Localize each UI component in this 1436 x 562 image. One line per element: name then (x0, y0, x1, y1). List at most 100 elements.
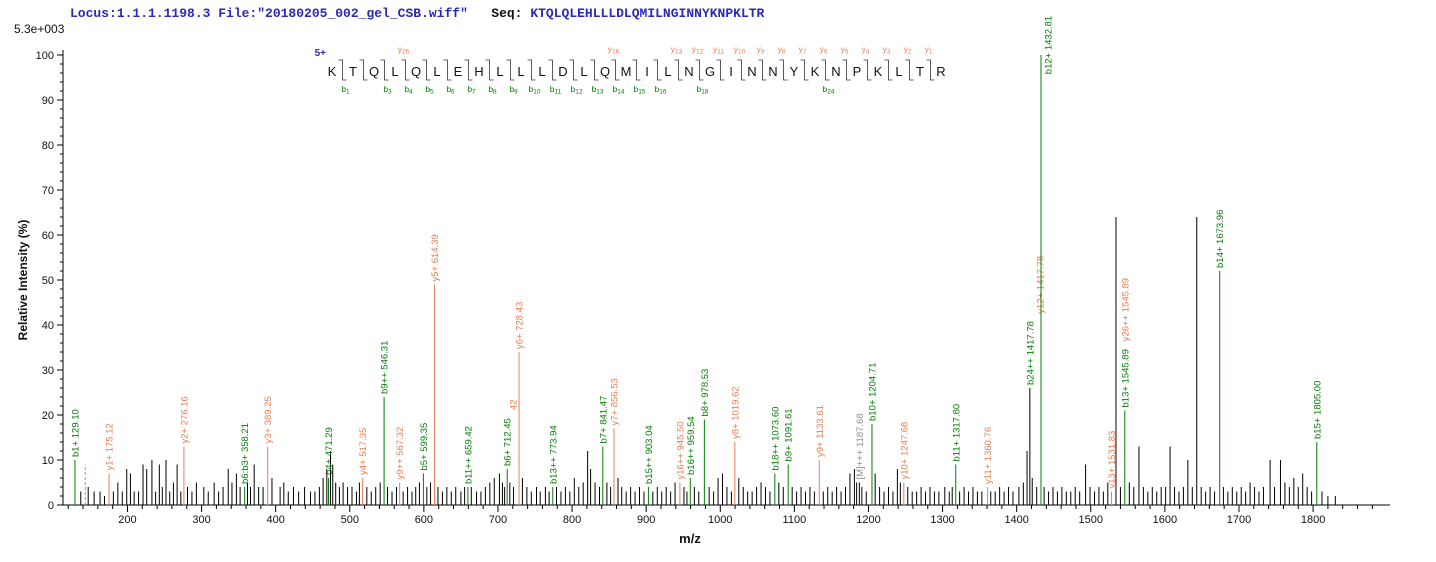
y-tick-label: 30 (42, 365, 54, 377)
ion-label: b9+ 1091.61 (784, 408, 795, 461)
y-ion-ladder-label: y4 (862, 44, 870, 56)
fragment-divider (443, 59, 452, 81)
fragment-divider (548, 59, 557, 81)
fragment-divider (422, 59, 431, 81)
annotated-peaks: b1+ 129.10 y1+ 175.12 y2+ 276.16 b6:b3+ 358… (70, 16, 1323, 505)
fragment-divider (905, 59, 914, 81)
b-ion-ladder-label: b24 (823, 84, 835, 96)
x-tick-label: 1700 (1227, 514, 1251, 526)
x-tick-label: 300 (192, 514, 210, 526)
residue-letter: G (705, 64, 715, 79)
ion-label: b15++ 903.04 (644, 425, 655, 484)
x-tick-label: 900 (637, 514, 655, 526)
residue-letter: D (558, 64, 567, 79)
ion-label: b5+ 599.35 (419, 423, 430, 471)
fragment-divider (506, 59, 515, 81)
y-tick-label: 70 (42, 185, 54, 197)
b-ion-ladder-label: b14 (613, 84, 625, 96)
fragment-divider (590, 59, 599, 81)
y-ion-ladder-label: y10 (734, 44, 746, 56)
axes (62, 50, 1390, 506)
x-tick-label: 600 (415, 514, 433, 526)
residue-letter: I (729, 64, 733, 79)
ion-label: b10+ 1204.71 (867, 363, 878, 421)
b-ion-ladder-label: b16 (655, 84, 667, 96)
residue-letter: L (580, 64, 587, 79)
b-ion-ladder-label: b11 (550, 84, 562, 96)
fragment-divider (380, 59, 389, 81)
y-ion-ladder-label: y6 (820, 44, 828, 56)
fragment-divider (737, 59, 746, 81)
residue-letter: Q (600, 64, 610, 79)
ion-label: y11+ 1360.76 (983, 427, 994, 484)
residue-letter: L (895, 64, 902, 79)
residue-letter: H (474, 64, 483, 79)
y-ion-ladder-label: y16 (608, 44, 620, 56)
fragment-divider (884, 59, 893, 81)
y-ion-ladder-label: y11 (713, 44, 724, 56)
axis-tick-labels: 200 300 400 500 600 700 800 900 1000 1100 1200 1300… (36, 50, 1326, 526)
ion-label: y6+ 728.43 (515, 302, 526, 349)
x-tick-label: 200 (118, 514, 136, 526)
b-ion-ladder-label: b13 (592, 84, 604, 96)
ion-label: b24++ 1417.78 (1025, 321, 1036, 385)
ion-label: 42 (509, 399, 520, 410)
y-tick-label: 50 (42, 275, 54, 287)
residue-letter: L (538, 64, 545, 79)
y-ion-ladder-label: y9 (757, 44, 765, 56)
base-peak-intensity-label: 5.3e+003 (14, 22, 65, 36)
fragment-divider (611, 59, 620, 81)
residue-letter: L (391, 64, 398, 79)
b-ion-ladder-label: b3 (383, 84, 392, 96)
b-ion-ladder-label: b8 (488, 84, 497, 96)
y-tick-label: 40 (42, 320, 54, 332)
fragment-divider (401, 59, 410, 81)
residue-letter: Q (411, 64, 421, 79)
ion-label: b14+ 1673.96 (1215, 210, 1226, 268)
ion-label: y8+ 1019.62 (730, 386, 741, 439)
residue-letter: K (811, 64, 820, 79)
y-ion-ladder-label: y12 (692, 44, 704, 56)
seq-label: Seq: (491, 6, 523, 21)
b-ion-ladder-label: b10 (529, 84, 541, 96)
ion-label: b4+ 471.29 (324, 427, 335, 475)
ion-label: b6:b3+ 358.21 (240, 423, 251, 484)
y-tick-label: 10 (42, 455, 54, 467)
y-ion-ladder-label: y1 (925, 44, 933, 56)
ion-label: b13++ 773.94 (548, 425, 559, 484)
fragment-divider (485, 59, 494, 81)
x-tick-label: 700 (489, 514, 507, 526)
locus-file-text: Locus:1.1.1.1198.3 File:"20180205_002_ge… (70, 6, 468, 21)
ion-label: b11+ 1317.80 (951, 404, 962, 462)
ion-label: b8+ 978.53 (700, 369, 711, 417)
ion-label: y9+ 1133.61 (815, 405, 826, 457)
ion-label: b9++ 546.31 (380, 341, 391, 394)
ion-label: b18++ 1073.60 (770, 407, 781, 471)
ion-label: b13+ 1545.89 (1120, 349, 1131, 407)
precursor-charge-label: 5+ (315, 48, 327, 59)
axis-ticks (57, 54, 1373, 512)
x-tick-label: 500 (341, 514, 359, 526)
fragment-divider (674, 59, 683, 81)
fragment-divider (758, 59, 767, 81)
b-ion-ladder-label: b12 (571, 84, 583, 96)
ion-label: b11++ 659.42 (463, 426, 474, 484)
ion-label: y2+ 276.16 (179, 396, 190, 443)
spectrum-header: Locus:1.1.1.1198.3 File:"20180205_002_ge… (70, 6, 764, 21)
y-ion-ladder-label: y5 (841, 44, 849, 56)
ion-label: y1+ 175.12 (105, 423, 116, 470)
ion-label: b15+ 1805.00 (1312, 381, 1323, 439)
residue-letter: Y (790, 64, 799, 79)
ion-label: y5+ 614.39 (430, 234, 441, 281)
y-tick-label: 0 (48, 500, 54, 512)
x-tick-label: 1200 (856, 514, 880, 526)
residue-letter: T (916, 64, 924, 79)
y-ion-ladder-label: y2 (904, 44, 912, 56)
b-ion-ladder-label: b5 (425, 84, 434, 96)
fragment-divider (842, 59, 851, 81)
fragment-divider (863, 59, 872, 81)
residue-letter: E (454, 64, 463, 79)
x-axis-title: m/z (679, 531, 701, 546)
x-tick-label: 1500 (1079, 514, 1103, 526)
y-ion-ladder-label: y7 (799, 44, 807, 56)
